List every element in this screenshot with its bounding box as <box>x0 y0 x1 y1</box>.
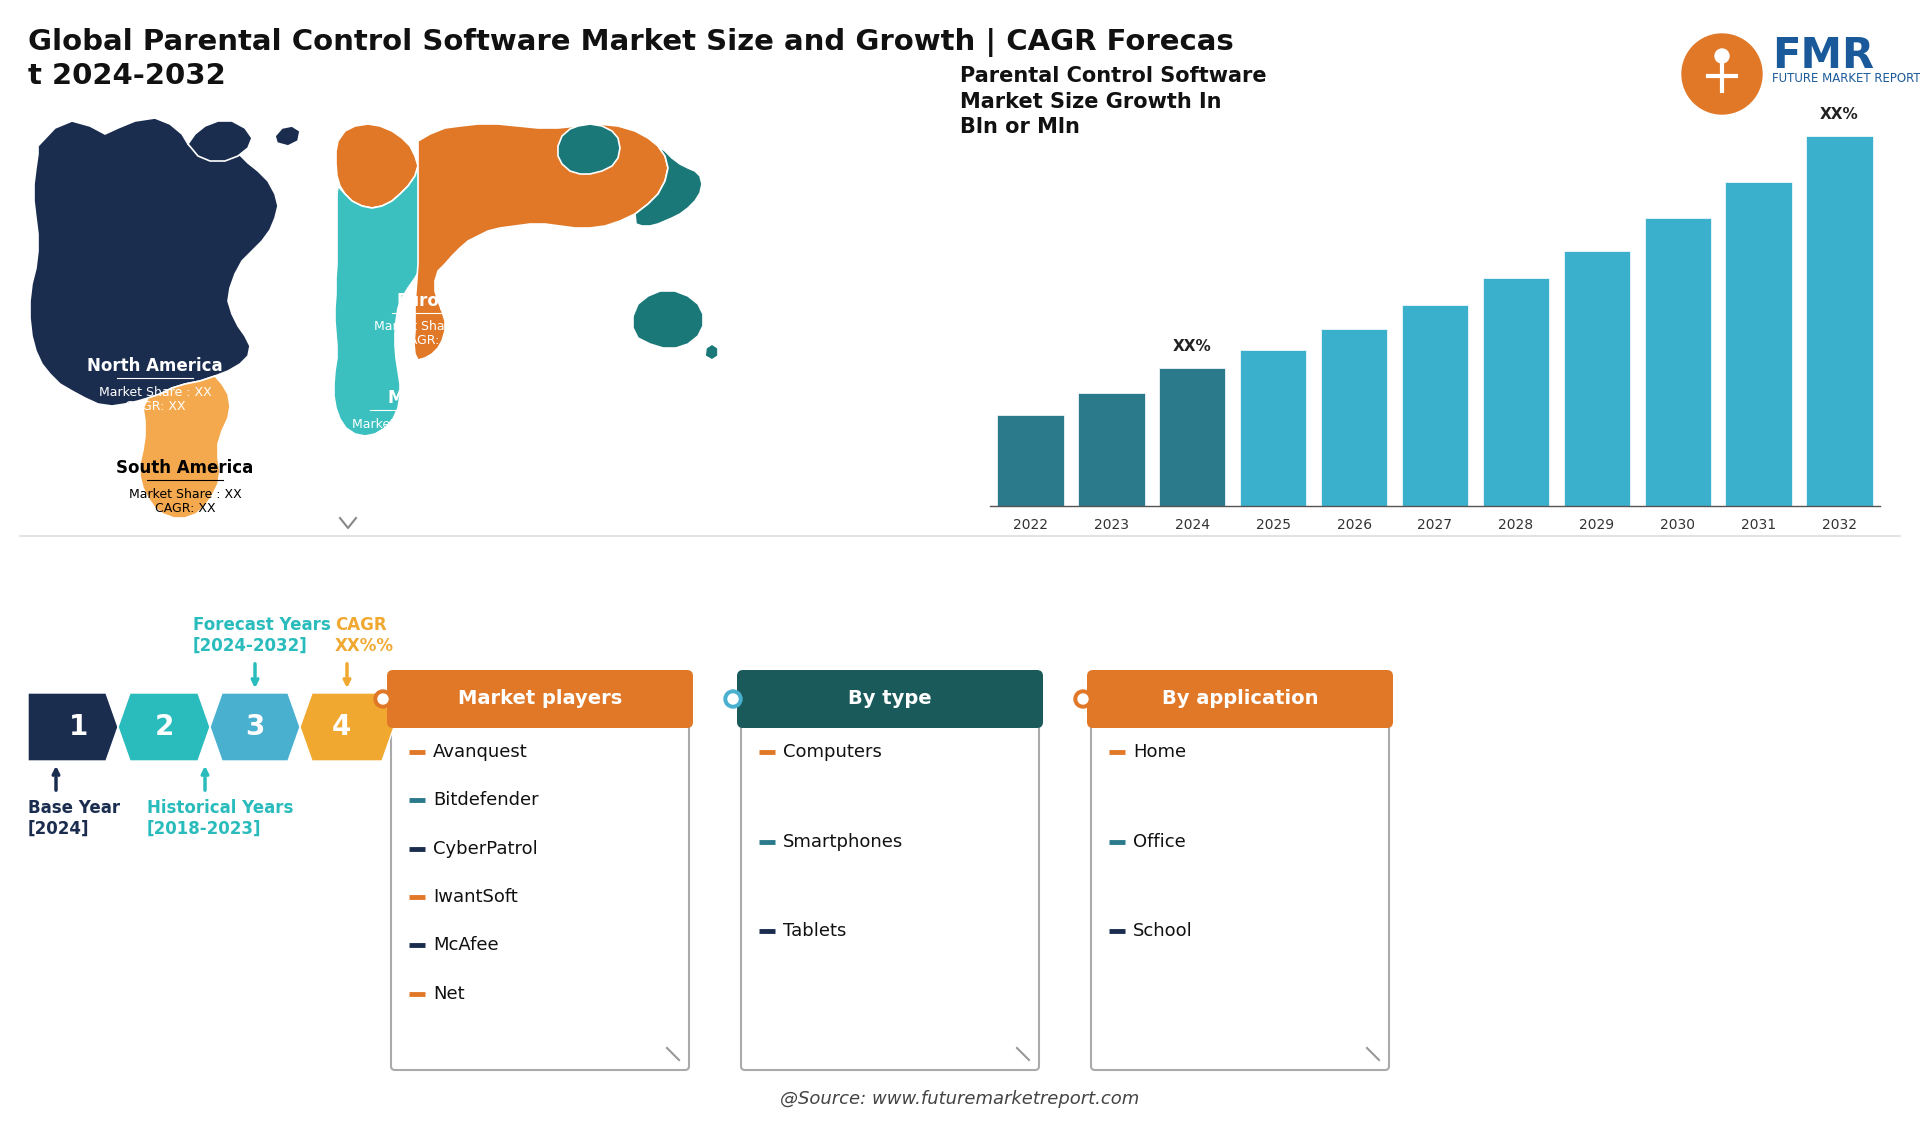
Text: South America: South America <box>117 460 253 477</box>
Polygon shape <box>188 121 252 160</box>
Text: XX%: XX% <box>1820 108 1859 123</box>
FancyBboxPatch shape <box>737 670 1043 728</box>
Circle shape <box>724 690 741 708</box>
Text: 2022: 2022 <box>1014 518 1048 532</box>
Text: CAGR: XX: CAGR: XX <box>125 400 186 413</box>
Text: Tablets: Tablets <box>783 923 847 941</box>
Bar <box>1482 277 1549 507</box>
Text: Global Parental Control Software Market Size and Growth | CAGR Forecas
t 2024-20: Global Parental Control Software Market … <box>29 28 1235 91</box>
Circle shape <box>378 694 388 704</box>
Text: 2026: 2026 <box>1336 518 1371 532</box>
Text: 4: 4 <box>332 713 351 741</box>
Text: Market Share : XX: Market Share : XX <box>374 321 486 333</box>
Text: McAfee: McAfee <box>434 936 499 955</box>
Circle shape <box>374 690 392 708</box>
Text: 3: 3 <box>246 713 265 741</box>
Bar <box>1079 393 1144 507</box>
Text: Parental Control Software
Market Size Growth In
Bln or Mln: Parental Control Software Market Size Gr… <box>960 66 1267 138</box>
Text: 2027: 2027 <box>1417 518 1453 532</box>
Text: 2029: 2029 <box>1580 518 1615 532</box>
Text: CAGR: XX: CAGR: XX <box>156 502 215 515</box>
Text: Market Share : XX: Market Share : XX <box>98 385 211 399</box>
Circle shape <box>728 694 737 704</box>
Text: School: School <box>1133 923 1192 941</box>
Bar <box>1321 329 1388 507</box>
Polygon shape <box>336 124 419 209</box>
Text: CyberPatrol: CyberPatrol <box>434 840 538 857</box>
Polygon shape <box>209 693 300 761</box>
Polygon shape <box>559 124 620 174</box>
Text: Market Share : XX: Market Share : XX <box>129 487 242 501</box>
FancyBboxPatch shape <box>1087 670 1394 728</box>
Text: CAGR: XX: CAGR: XX <box>547 350 609 362</box>
Text: IwantSoft: IwantSoft <box>434 888 518 906</box>
Text: Smartphones: Smartphones <box>783 833 902 850</box>
Polygon shape <box>334 166 438 435</box>
Text: By application: By application <box>1162 690 1319 708</box>
Text: FUTURE MARKET REPORT: FUTURE MARKET REPORT <box>1772 72 1920 86</box>
Text: Forecast Years
[2024-2032]: Forecast Years [2024-2032] <box>194 617 330 656</box>
Bar <box>1240 351 1306 507</box>
Text: North America: North America <box>86 358 223 375</box>
Text: 2030: 2030 <box>1661 518 1695 532</box>
Text: FMR: FMR <box>1772 36 1874 77</box>
Text: Market Share : XX: Market Share : XX <box>522 336 634 348</box>
Polygon shape <box>140 376 230 518</box>
Bar <box>1402 305 1469 507</box>
Text: CAGR: XX: CAGR: XX <box>378 432 438 445</box>
FancyBboxPatch shape <box>1091 682 1388 1070</box>
Circle shape <box>1073 690 1092 708</box>
Text: Asia Pacific: Asia Pacific <box>524 307 632 325</box>
Text: Home: Home <box>1133 743 1187 761</box>
Text: Historical Years
[2018-2023]: Historical Years [2018-2023] <box>148 799 294 838</box>
Polygon shape <box>705 344 718 360</box>
Text: Market players: Market players <box>457 690 622 708</box>
Polygon shape <box>636 146 703 226</box>
Text: Computers: Computers <box>783 743 881 761</box>
Polygon shape <box>634 291 703 348</box>
Text: 2031: 2031 <box>1741 518 1776 532</box>
Text: 2023: 2023 <box>1094 518 1129 532</box>
Text: 2032: 2032 <box>1822 518 1857 532</box>
Polygon shape <box>29 693 117 761</box>
Polygon shape <box>415 124 668 360</box>
Polygon shape <box>117 693 209 761</box>
Text: Avanquest: Avanquest <box>434 743 528 761</box>
Text: Base Year
[2024]: Base Year [2024] <box>29 799 121 838</box>
Bar <box>996 415 1064 507</box>
Text: 2028: 2028 <box>1498 518 1534 532</box>
Polygon shape <box>275 126 300 146</box>
Bar <box>1726 182 1791 507</box>
Text: @Source: www.futuremarketreport.com: @Source: www.futuremarketreport.com <box>780 1090 1140 1108</box>
Text: Bitdefender: Bitdefender <box>434 791 540 809</box>
Text: Market Share : XX: Market Share : XX <box>351 417 465 431</box>
Bar <box>1645 218 1711 507</box>
Polygon shape <box>31 118 278 406</box>
FancyBboxPatch shape <box>388 670 693 728</box>
Bar <box>1160 368 1225 507</box>
Text: By type: By type <box>849 690 931 708</box>
FancyBboxPatch shape <box>392 682 689 1070</box>
Text: CAGR
XX%%: CAGR XX%% <box>334 617 394 656</box>
FancyBboxPatch shape <box>741 682 1039 1070</box>
Text: 2: 2 <box>154 713 173 741</box>
Bar <box>1563 251 1630 507</box>
Text: MEA: MEA <box>388 388 428 407</box>
Circle shape <box>1715 49 1730 63</box>
Text: 2024: 2024 <box>1175 518 1210 532</box>
Text: Net: Net <box>434 984 465 1003</box>
Text: Europe: Europe <box>397 292 463 311</box>
Circle shape <box>1077 694 1089 704</box>
Text: 1: 1 <box>69 713 88 741</box>
Circle shape <box>1682 34 1763 113</box>
Polygon shape <box>300 693 394 761</box>
Text: 2025: 2025 <box>1256 518 1290 532</box>
Text: CAGR: XX: CAGR: XX <box>399 335 461 347</box>
Bar <box>1807 136 1872 507</box>
Text: XX%: XX% <box>1173 339 1212 354</box>
Text: Office: Office <box>1133 833 1187 850</box>
